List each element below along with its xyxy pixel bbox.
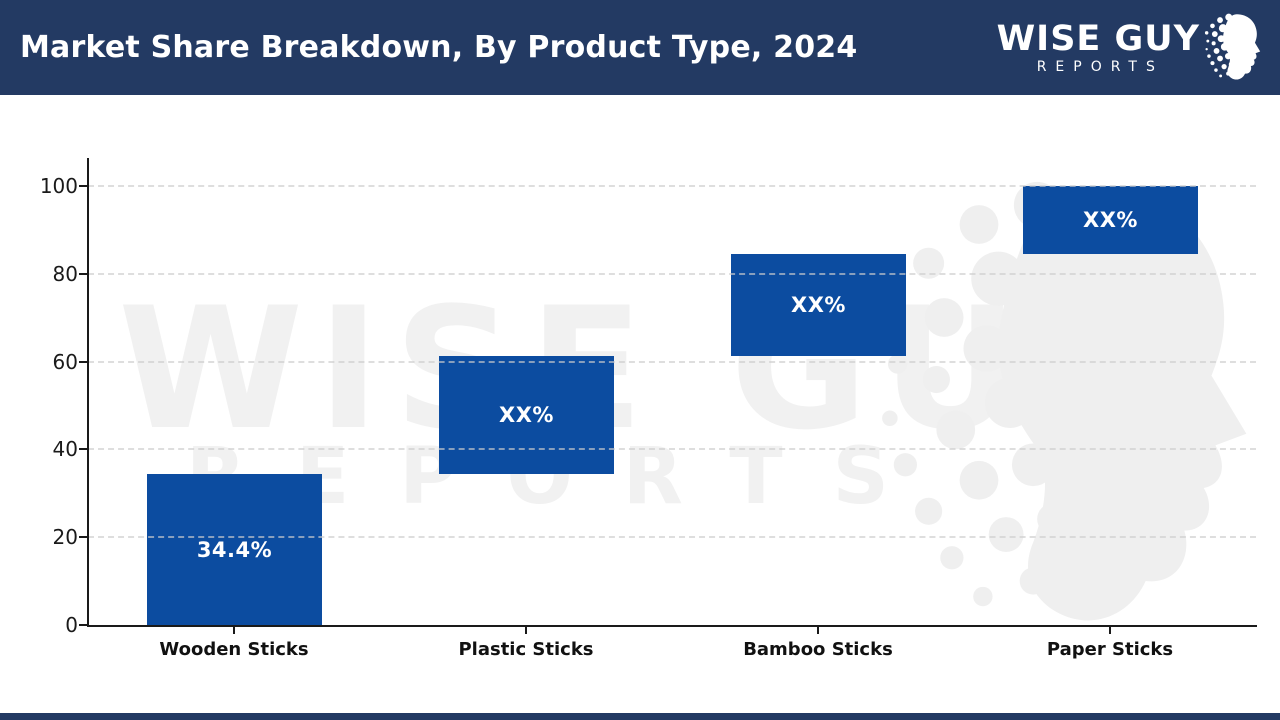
bar-value-label: XX% bbox=[1083, 208, 1138, 232]
footer-bar bbox=[0, 713, 1280, 720]
x-tick-mark bbox=[1109, 627, 1111, 634]
gridline-20 bbox=[88, 536, 1256, 539]
y-tick-mark bbox=[79, 360, 87, 363]
gridline-60 bbox=[88, 360, 1256, 363]
y-tick-mark bbox=[79, 448, 87, 451]
logo-subtext: REPORTS bbox=[1036, 58, 1164, 75]
bar-value-label: 34.4% bbox=[196, 537, 273, 562]
gridline-80 bbox=[88, 272, 1256, 275]
x-axis-label-bamboo-sticks: Bamboo Sticks bbox=[743, 639, 893, 660]
bar-plastic-sticks: XX% bbox=[439, 356, 614, 474]
y-tick-mark bbox=[79, 536, 87, 539]
header: Market Share Breakdown, By Product Type,… bbox=[0, 0, 1280, 95]
page-title: Market Share Breakdown, By Product Type,… bbox=[20, 30, 858, 65]
y-tick-mark bbox=[79, 185, 87, 187]
bar-bamboo-sticks: XX% bbox=[731, 254, 906, 356]
y-tick-label: 100 bbox=[39, 174, 78, 198]
x-axis-label-wooden-sticks: Wooden Sticks bbox=[159, 639, 309, 660]
y-tick-label: 40 bbox=[52, 437, 78, 462]
bar-paper-sticks: XX% bbox=[1023, 186, 1198, 254]
y-tick-label: 60 bbox=[52, 349, 78, 374]
x-axis-label-plastic-sticks: Plastic Sticks bbox=[458, 639, 594, 660]
x-axis-line bbox=[87, 625, 1257, 627]
gridline-100 bbox=[88, 185, 1256, 187]
bar-value-label: XX% bbox=[499, 403, 554, 427]
y-axis-line bbox=[87, 158, 89, 627]
y-tick-label: 0 bbox=[65, 613, 78, 637]
y-tick-label: 20 bbox=[52, 525, 78, 550]
y-tick-label: 80 bbox=[52, 261, 78, 286]
logo: WISE GUY REPORTS bbox=[997, 10, 1266, 86]
gridline-40 bbox=[88, 448, 1256, 451]
bar-value-label: XX% bbox=[791, 293, 846, 317]
y-tick-mark bbox=[79, 624, 87, 626]
bar-wooden-sticks: 34.4% bbox=[147, 474, 322, 625]
y-tick-mark bbox=[79, 272, 87, 275]
x-tick-mark bbox=[233, 627, 235, 634]
x-axis-label-paper-sticks: Paper Sticks bbox=[1046, 639, 1174, 660]
x-tick-mark bbox=[525, 627, 527, 634]
x-tick-mark bbox=[817, 627, 819, 634]
logo-dotted-face-icon bbox=[1204, 13, 1261, 80]
logo-wordmark: WISE GUY bbox=[996, 18, 1200, 59]
logo-text: WISE GUY REPORTS bbox=[996, 18, 1200, 75]
